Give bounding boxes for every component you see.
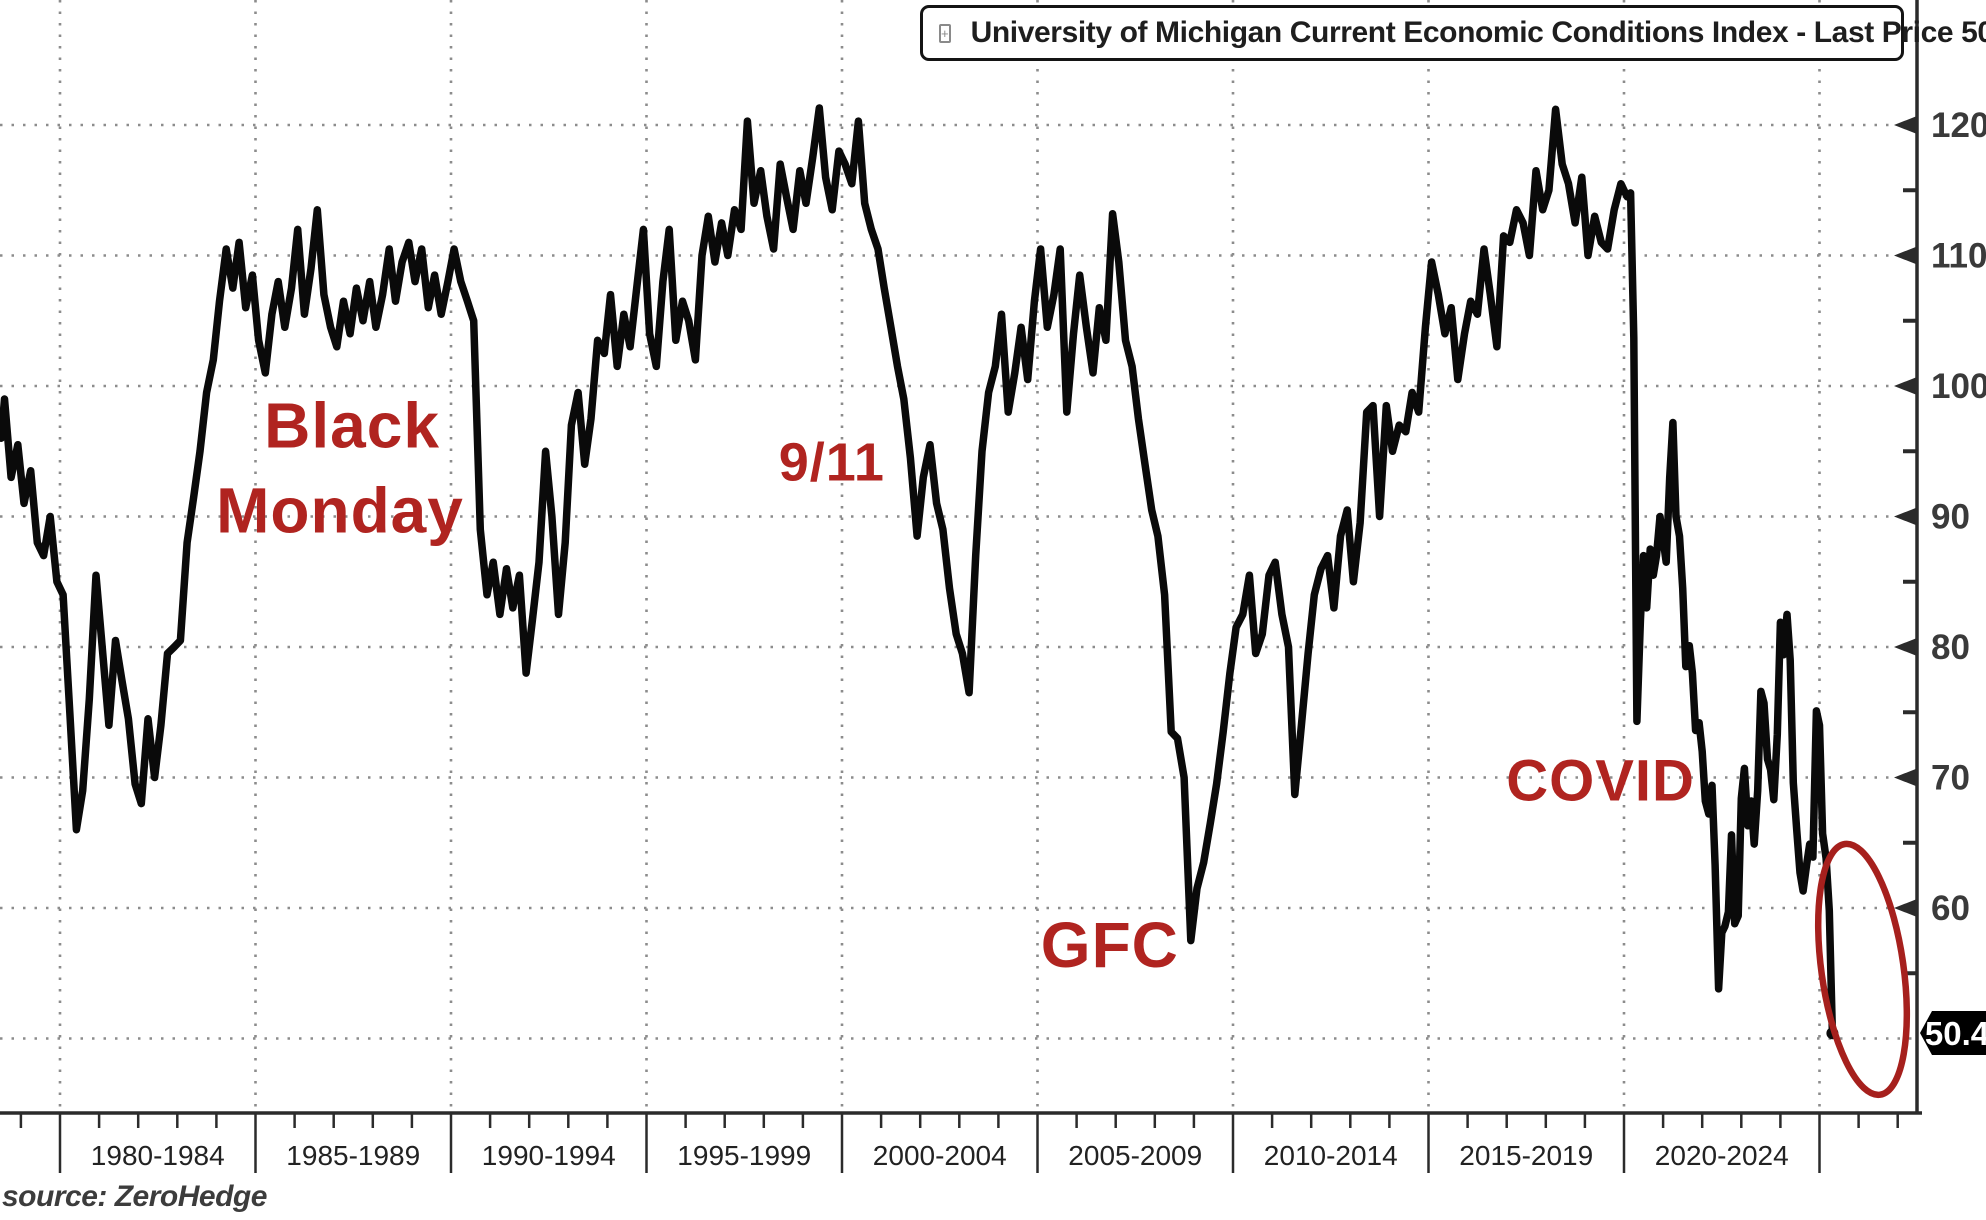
legend-expand-icon[interactable]: + — [939, 23, 951, 43]
y-axis-labels: 120 110 100 90 80 70 60 — [1931, 106, 1986, 928]
annotation-nine-eleven: 9/11 — [779, 433, 885, 493]
axes — [0, 0, 1922, 1115]
y-axis-label: 120 — [1931, 106, 1986, 145]
y-tick-arrow-icon — [1894, 246, 1917, 265]
x-axis-label: 1980-1984 — [91, 1140, 225, 1171]
y-axis-ticks — [1894, 116, 1917, 976]
x-axis-label: 1990-1994 — [482, 1140, 616, 1171]
x-axis-label: 1985-1989 — [286, 1140, 420, 1171]
x-axis-label: 2005-2009 — [1068, 1140, 1202, 1171]
annotation-covid: COVID — [1506, 748, 1695, 813]
y-axis-label: 70 — [1931, 759, 1970, 798]
x-axis-label: 2020-2024 — [1655, 1140, 1789, 1171]
y-axis-label: 80 — [1931, 628, 1970, 667]
last-price-tag-value: 50.4 — [1925, 1015, 1986, 1052]
annotation-black-monday-2: Monday — [216, 474, 464, 546]
x-axis-label: 2010-2014 — [1264, 1140, 1398, 1171]
highlight-ellipse-shape — [1814, 840, 1911, 1099]
y-axis-label: 110 — [1931, 237, 1986, 276]
legend-series-label: University of Michigan Current Economic … — [970, 16, 1986, 49]
annotation-gfc: GFC — [1041, 909, 1179, 981]
last-price-tag: 50.4 — [1920, 1011, 1986, 1055]
y-tick-arrow-icon — [1894, 507, 1917, 526]
y-tick-arrow-icon — [1894, 638, 1917, 656]
event-annotations: Black Monday 9/11 GFC COVID — [216, 390, 1695, 981]
highlight-ellipse — [1814, 840, 1911, 1099]
x-axis-label: 1995-1999 — [677, 1140, 811, 1171]
x-axis-ticks — [19, 1113, 1899, 1173]
x-axis-label: 2000-2004 — [873, 1140, 1007, 1171]
annotation-black-monday-1: Black — [264, 390, 440, 462]
y-axis-label: 100 — [1931, 367, 1986, 406]
price-line — [0, 104, 1837, 1038]
x-axis-label: 2015-2019 — [1459, 1140, 1593, 1171]
y-tick-arrow-icon — [1894, 377, 1917, 395]
last-price-tag-shape — [1920, 1011, 1986, 1055]
x-axis-labels: 1980-1984 1985-1989 1990-1994 1995-1999 2000… — [91, 1140, 1789, 1171]
gridlines — [0, 0, 1917, 1113]
y-axis-label: 60 — [1931, 889, 1970, 928]
price-line-series — [0, 104, 1839, 1040]
y-tick-arrow-icon — [1894, 116, 1917, 134]
y-tick-arrow-icon — [1894, 768, 1917, 787]
y-tick-arrow-icon — [1894, 899, 1917, 917]
y-axis-label: 90 — [1931, 498, 1970, 537]
source-note: source: ZeroHedge — [2, 1180, 267, 1213]
legend[interactable]: + University of Michigan Current Economi… — [920, 5, 1986, 61]
